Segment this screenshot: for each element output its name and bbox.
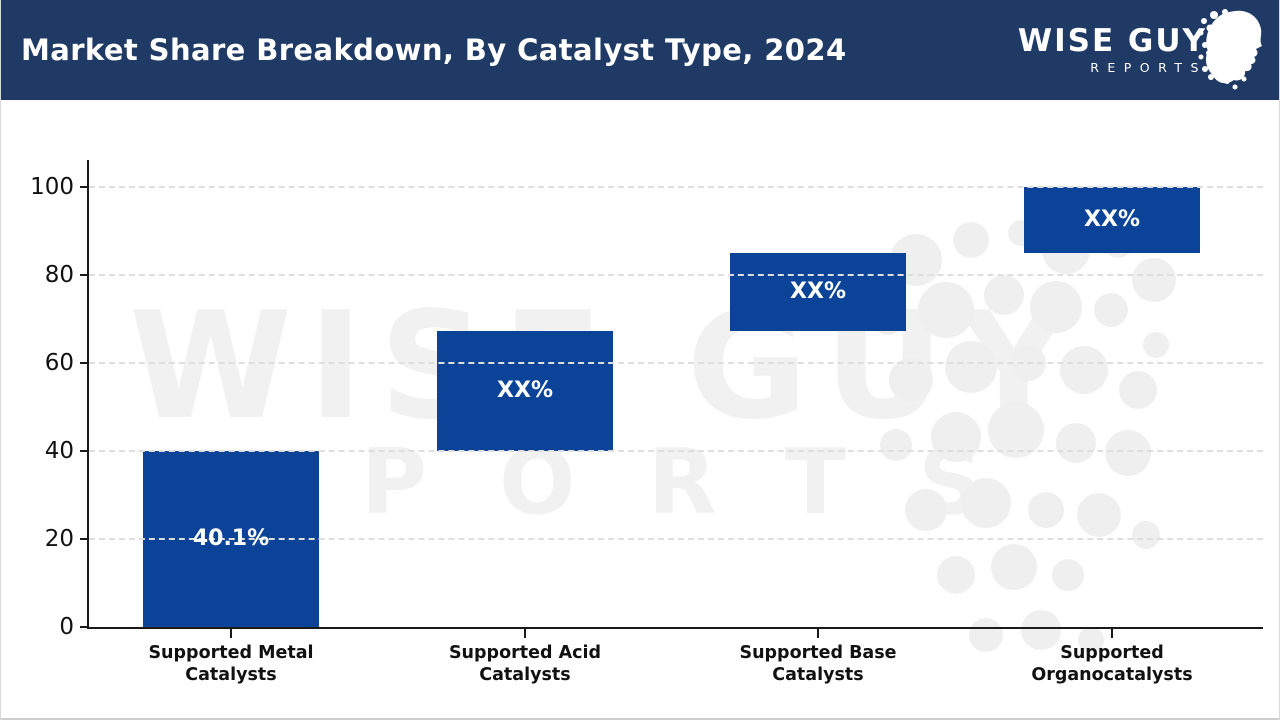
x-axis-label-line: Organocatalysts: [1031, 664, 1193, 685]
x-axis-label-line: Supported Acid: [448, 643, 602, 663]
x-axis-label-line: Supported Metal: [148, 643, 314, 663]
y-tick: [80, 538, 89, 540]
gridline: [89, 450, 1263, 452]
x-axis-label: Supported Acid Catalysts: [395, 643, 655, 687]
x-axis-label: Supported Metal Catalysts: [101, 643, 361, 687]
y-tick: [80, 450, 89, 452]
y-axis-line: [87, 160, 89, 629]
y-tick-label: 60: [44, 350, 74, 376]
brand-name: WISE GUY: [1017, 23, 1207, 60]
bar-value-label: XX%: [1084, 207, 1140, 232]
x-axis-label: Supported Base Catalysts: [688, 643, 948, 687]
y-tick-label: 20: [44, 526, 74, 552]
gridline: [89, 362, 1263, 364]
y-tick-label: 80: [44, 262, 74, 288]
y-tick: [80, 186, 89, 188]
bar: [437, 330, 613, 451]
gridline: [89, 274, 1263, 276]
page-title: Market Share Breakdown, By Catalyst Type…: [21, 33, 847, 67]
chart-area: WISE GUY PORTS 0 20 40 60 80 100 40.1% Supporte…: [1, 100, 1279, 718]
x-tick: [524, 629, 526, 638]
y-tick-label: 40: [44, 438, 74, 464]
y-tick: [80, 362, 89, 364]
y-tick: [80, 274, 89, 276]
gridline: [89, 538, 1263, 540]
x-tick: [230, 629, 232, 638]
header-bar: Market Share Breakdown, By Catalyst Type…: [1, 0, 1279, 100]
y-tick-label: 100: [30, 174, 74, 200]
x-axis-line: [87, 627, 1263, 629]
brand-face-icon: [1198, 9, 1262, 90]
y-tick-label: 0: [59, 614, 74, 640]
y-tick: [80, 626, 89, 628]
bar: [730, 253, 906, 331]
bar-value-label: XX%: [497, 377, 553, 403]
x-axis-label-line: Catalysts: [479, 664, 571, 685]
x-tick: [1111, 629, 1113, 638]
brand-text: WISE GUY REPORTS: [1018, 25, 1207, 75]
x-axis-label-line: Supported: [1060, 643, 1164, 663]
bar-value-label: XX%: [790, 278, 846, 304]
gridline: [89, 186, 1263, 188]
bar-value-label: 40.1%: [192, 525, 270, 551]
x-axis-label-line: Catalysts: [772, 664, 864, 685]
bar: [1024, 187, 1200, 253]
x-axis-label: Supported Organocatalysts: [982, 643, 1242, 687]
x-axis-label-line: Catalysts: [185, 664, 277, 685]
x-tick: [817, 629, 819, 638]
brand-subtitle: REPORTS: [1090, 59, 1207, 75]
x-axis-label-line: Supported Base: [739, 643, 897, 663]
brand-logo: WISE GUY REPORTS: [1018, 0, 1267, 100]
